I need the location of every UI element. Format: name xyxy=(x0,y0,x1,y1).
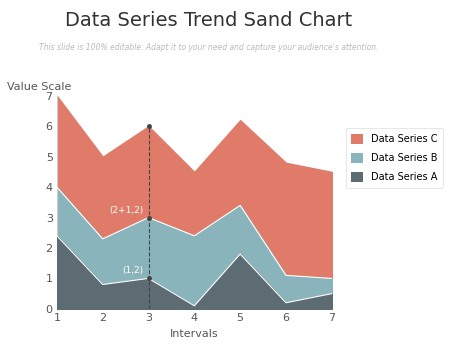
Legend: Data Series C, Data Series B, Data Series A: Data Series C, Data Series B, Data Serie… xyxy=(346,128,443,188)
Text: This slide is 100% editable. Adapt it to your need and capture your audience's a: This slide is 100% editable. Adapt it to… xyxy=(39,43,378,51)
Text: (2+1,2): (2+1,2) xyxy=(109,206,143,214)
X-axis label: Intervals: Intervals xyxy=(170,329,219,339)
Text: Data Series Trend Sand Chart: Data Series Trend Sand Chart xyxy=(65,11,352,30)
Text: (3+3,2): (3+3,2) xyxy=(109,114,143,123)
Y-axis label: Value Scale: Value Scale xyxy=(8,82,72,92)
Text: (1,2): (1,2) xyxy=(122,266,143,275)
